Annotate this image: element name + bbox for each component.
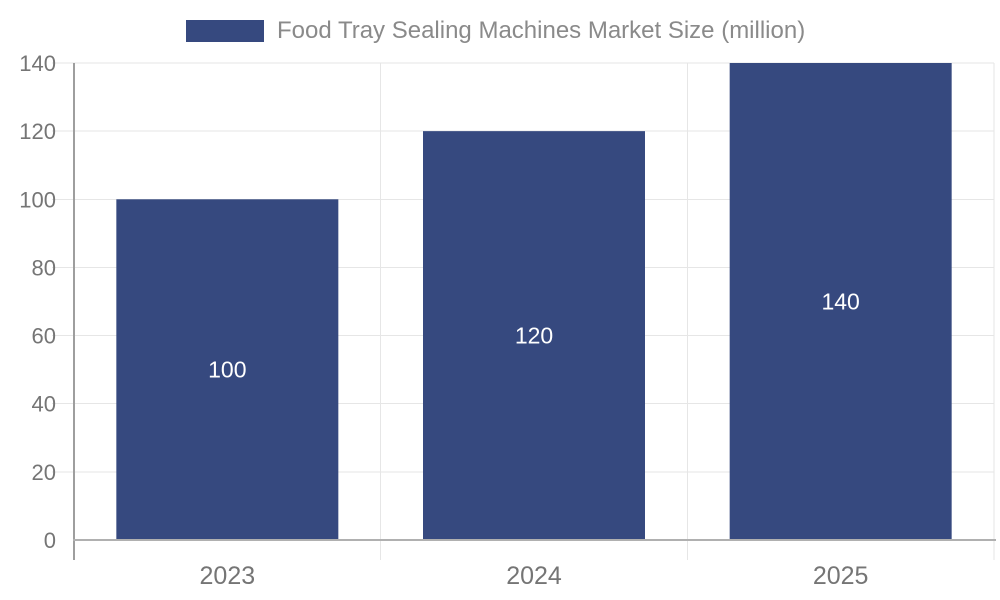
x-tick-label: 2025 [813,562,869,590]
bar-2023 [116,199,339,541]
bar-2025 [729,63,952,540]
x-tick-label: 2024 [506,562,562,590]
legend-label[interactable]: Food Tray Sealing Machines Market Size (… [277,17,806,44]
y-tick-label: 40 [32,392,56,417]
y-tick-label: 20 [32,460,56,485]
legend[interactable]: Food Tray Sealing Machines Market Size (… [186,19,805,43]
x-tick-label: 2023 [200,562,256,590]
legend-swatch[interactable] [186,20,264,42]
y-tick-label: 80 [32,255,56,280]
bar-value-label: 100 [208,357,246,383]
y-tick-label: 120 [19,119,56,144]
bar-2024 [423,131,645,540]
y-tick-label: 100 [19,187,56,212]
y-tick-label: 0 [44,528,56,553]
y-tick-label: 140 [19,51,56,76]
y-tick-label: 60 [32,324,56,349]
bar-value-label: 120 [515,323,553,349]
bar-value-label: 140 [821,289,859,315]
